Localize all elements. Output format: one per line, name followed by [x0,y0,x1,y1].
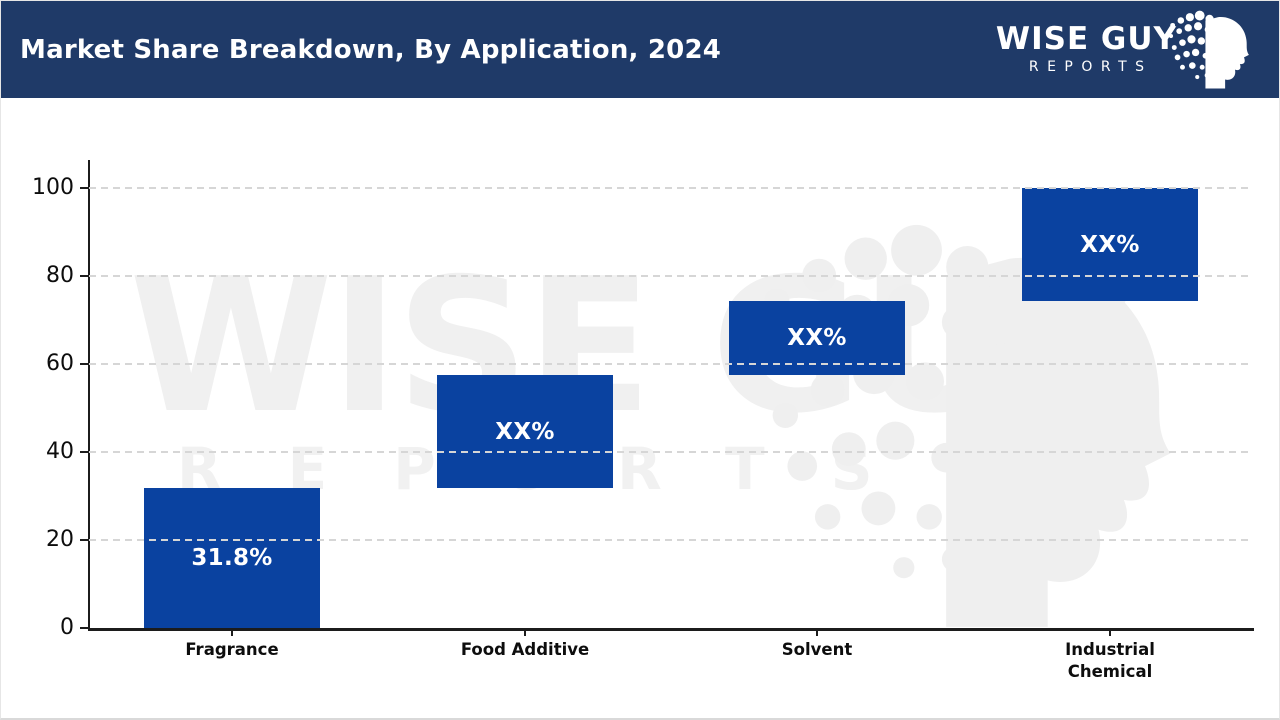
x-tick-mark [524,628,526,636]
bar: XX% [437,375,613,489]
logo-wordmark-line2: REPORTS [1028,59,1153,75]
y-axis-line [88,160,90,630]
grid-line [89,187,1253,189]
x-axis-line [88,628,1254,631]
x-tick-label: Food Additive [460,640,590,659]
x-tick-mark [1109,628,1111,636]
x-tick-label: Industrial Chemical [1065,640,1155,681]
bar-value-label: XX% [1080,231,1140,258]
chart-area: WISE GUY REPORTS 02040608010031.8%Fragra… [1,98,1279,718]
y-tick-mark [80,363,89,365]
logo-wordmark: WISE GUY REPORTS [995,21,1177,76]
grid-line [89,451,1253,453]
bar-value-label: 31.8% [191,545,273,572]
bar: XX% [1022,188,1198,302]
watermark-head-icon [757,224,1171,627]
y-tick-mark [80,451,89,453]
page-title: Market Share Breakdown, By Application, … [20,34,722,65]
wiseguy-logo: WISE GUY REPORTS [996,9,1265,91]
y-tick-mark [80,275,89,277]
y-tick-label: 80 [46,263,74,288]
bar-value-label: XX% [787,325,847,352]
x-tick-mark [816,628,818,636]
grid-line [89,363,1253,365]
y-tick-mark [80,187,89,189]
y-tick-label: 60 [46,351,74,376]
plot-region: 0 20 40 60 80 100 31.8% Fragrance XX% Food Additi… [1,98,1279,718]
y-tick-label: 20 [46,527,74,552]
y-tick-mark [80,627,89,629]
bar: 31.8% [144,488,320,628]
y-tick-mark [80,539,89,541]
grid-line [89,539,1253,541]
x-tick-mark [231,628,233,636]
bar-value-label: XX% [495,418,555,445]
x-tick-label: Solvent [781,640,853,659]
grid-line [89,275,1253,277]
x-tick-label: Fragrance [185,640,279,659]
wiseguy-head-icon [1168,10,1249,89]
y-tick-label: 0 [60,615,74,640]
logo-wordmark-line1: WISE GUY [995,21,1177,57]
y-tick-label: 100 [32,175,74,200]
header: Market Share Breakdown, By Application, … [1,1,1279,98]
y-tick-label: 40 [46,439,74,464]
